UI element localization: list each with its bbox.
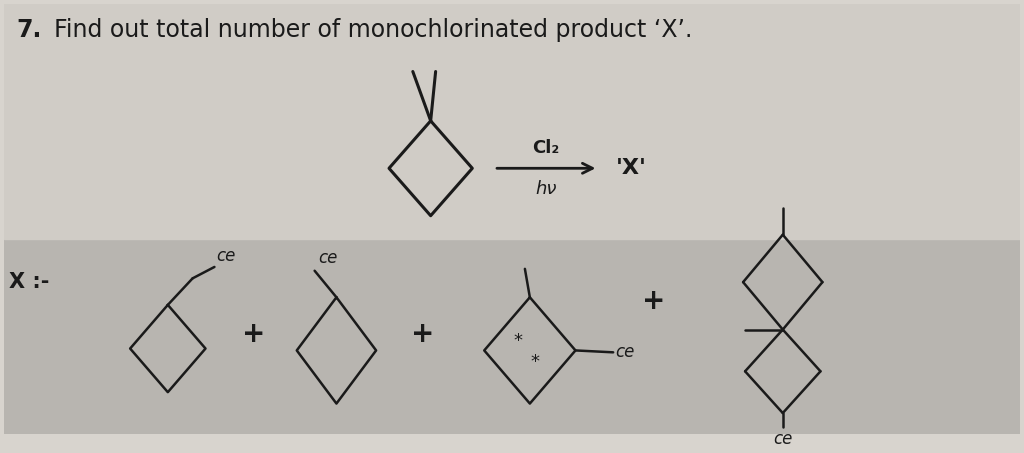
Text: 'X': 'X' [616, 158, 647, 178]
Text: +: + [642, 287, 666, 315]
Bar [4, 240, 1020, 434]
Text: ce: ce [216, 247, 236, 265]
Text: ce: ce [318, 249, 338, 267]
Text: *: * [513, 332, 522, 350]
Bar [4, 4, 1020, 240]
Text: +: + [411, 320, 434, 348]
Text: X :-: X :- [9, 272, 49, 292]
Text: Find out total number of monochlorinated product ‘X’.: Find out total number of monochlorinated… [53, 19, 692, 43]
Text: 7.: 7. [16, 19, 41, 43]
Text: Cl₂: Cl₂ [532, 139, 560, 157]
Text: hν: hν [536, 180, 557, 198]
Text: ce: ce [615, 343, 635, 361]
Text: ce: ce [773, 430, 793, 448]
Text: +: + [243, 320, 266, 348]
Text: *: * [530, 353, 540, 371]
